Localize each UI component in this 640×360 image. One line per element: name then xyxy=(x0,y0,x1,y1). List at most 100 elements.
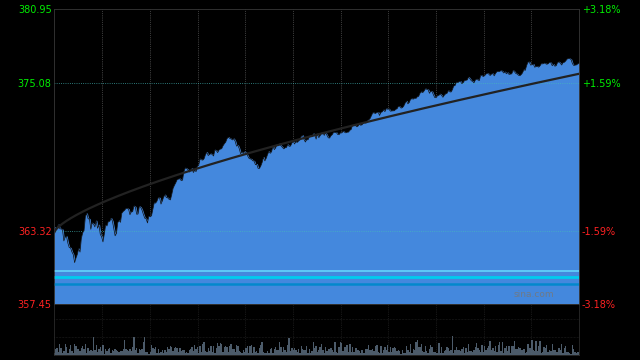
Bar xyxy=(367,349,368,355)
Bar xyxy=(262,342,263,355)
Bar xyxy=(56,348,58,355)
Bar xyxy=(148,354,150,355)
Bar xyxy=(322,350,324,355)
Bar xyxy=(152,348,154,355)
Bar xyxy=(394,347,395,355)
Bar xyxy=(415,342,417,355)
Bar xyxy=(485,350,487,355)
Bar xyxy=(306,346,307,355)
Bar xyxy=(266,352,267,355)
Bar xyxy=(344,347,345,355)
Bar xyxy=(78,350,79,355)
Bar xyxy=(227,347,228,355)
Bar xyxy=(488,346,490,355)
Bar xyxy=(147,352,148,355)
Bar xyxy=(74,344,76,355)
Bar xyxy=(302,349,303,355)
Bar xyxy=(129,349,131,355)
Bar xyxy=(221,344,222,355)
Bar xyxy=(456,347,457,355)
Bar xyxy=(225,346,227,355)
Bar xyxy=(566,352,568,355)
Bar xyxy=(154,349,155,355)
Bar xyxy=(166,352,167,355)
Bar xyxy=(314,348,316,355)
Bar xyxy=(108,349,109,355)
Bar xyxy=(549,350,550,355)
Bar xyxy=(342,351,344,355)
Bar xyxy=(150,351,151,355)
Bar xyxy=(172,351,174,355)
Bar xyxy=(339,347,340,355)
Bar xyxy=(155,347,156,355)
Bar xyxy=(484,346,485,355)
Bar xyxy=(577,352,579,355)
Bar xyxy=(497,345,499,355)
Bar xyxy=(276,350,278,355)
Bar xyxy=(318,350,319,355)
Bar xyxy=(206,352,207,355)
Bar xyxy=(110,353,112,355)
Bar xyxy=(404,354,406,355)
Bar xyxy=(186,352,188,355)
Bar xyxy=(220,342,221,355)
Bar xyxy=(570,354,572,355)
Bar xyxy=(125,348,127,355)
Bar xyxy=(77,349,78,355)
Bar xyxy=(454,350,456,355)
Bar xyxy=(86,353,88,355)
Bar xyxy=(292,350,294,355)
Bar xyxy=(340,342,341,355)
Bar xyxy=(213,346,214,355)
Bar xyxy=(310,353,312,355)
Bar xyxy=(452,336,453,355)
Bar xyxy=(332,350,333,355)
Bar xyxy=(321,344,322,355)
Bar xyxy=(94,350,95,355)
Bar xyxy=(516,349,518,355)
Bar xyxy=(83,348,84,355)
Bar xyxy=(300,353,301,355)
Bar xyxy=(429,350,430,355)
Bar xyxy=(244,352,245,355)
Bar xyxy=(70,345,71,355)
Bar xyxy=(357,350,358,355)
Bar xyxy=(379,353,380,355)
Bar xyxy=(547,352,549,355)
Bar xyxy=(289,338,290,355)
Bar xyxy=(240,352,241,355)
Bar xyxy=(160,352,162,355)
Bar xyxy=(291,348,292,355)
Bar xyxy=(175,347,177,355)
Bar xyxy=(349,344,351,355)
Bar xyxy=(159,353,160,355)
Bar xyxy=(207,348,209,355)
Bar xyxy=(440,353,441,355)
Bar xyxy=(545,347,546,355)
Bar xyxy=(92,351,93,355)
Bar xyxy=(530,348,531,355)
Bar xyxy=(372,349,374,355)
Bar xyxy=(503,353,504,355)
Bar xyxy=(303,350,305,355)
Bar xyxy=(559,350,561,355)
Bar xyxy=(348,352,349,355)
Bar xyxy=(170,346,171,355)
Bar xyxy=(76,346,77,355)
Bar xyxy=(365,349,367,355)
Bar xyxy=(491,350,492,355)
Bar xyxy=(397,350,399,355)
Bar xyxy=(479,350,480,355)
Bar xyxy=(245,348,246,355)
Bar xyxy=(217,343,218,355)
Bar xyxy=(333,352,334,355)
Bar xyxy=(189,350,190,355)
Bar xyxy=(214,352,216,355)
Bar xyxy=(433,352,434,355)
Bar xyxy=(255,352,256,355)
Bar xyxy=(113,351,115,355)
Bar xyxy=(250,346,251,355)
Bar xyxy=(136,348,138,355)
Bar xyxy=(502,342,503,355)
Bar xyxy=(284,350,286,355)
